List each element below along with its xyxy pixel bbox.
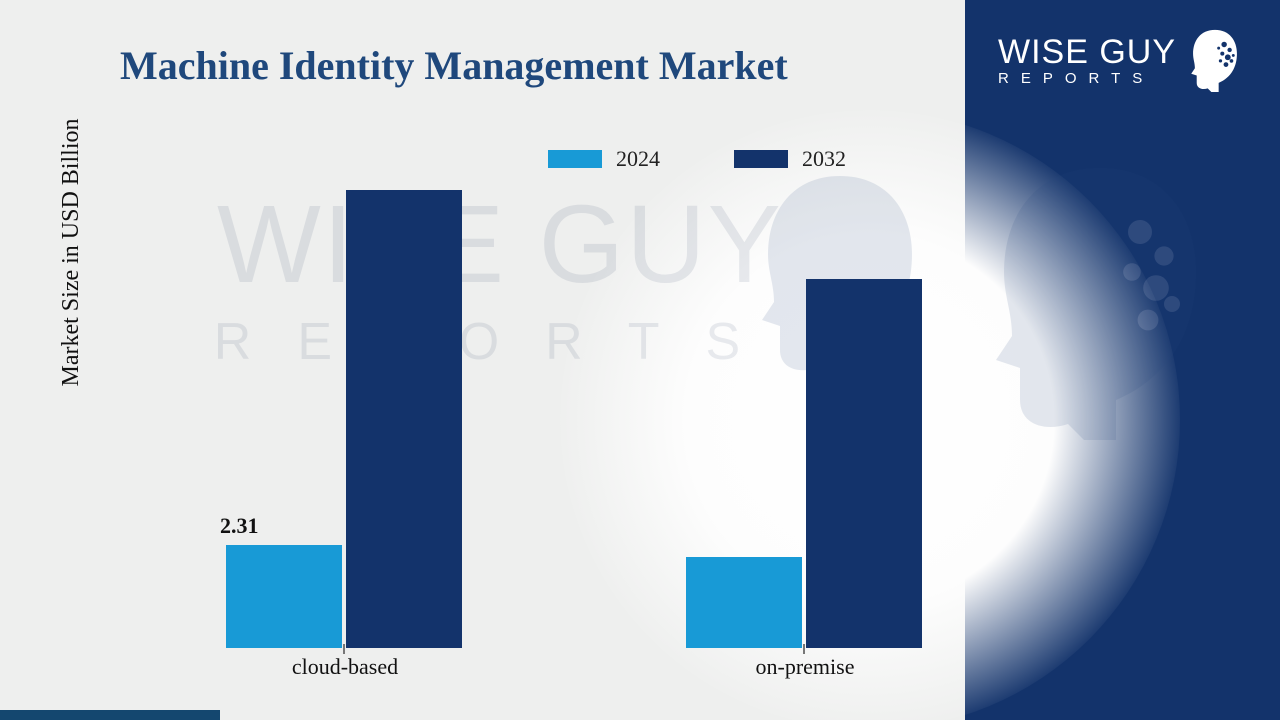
bar-2024 bbox=[686, 557, 802, 648]
legend-label-2032: 2032 bbox=[802, 146, 846, 172]
chart-title: Machine Identity Management Market bbox=[120, 42, 788, 89]
logo-head-icon bbox=[1186, 28, 1244, 92]
logo-sub-text: REPORTS bbox=[998, 71, 1176, 86]
chart-plot-area: 2.31cloud-based on-premise bbox=[96, 190, 946, 648]
x-category-label: cloud-based bbox=[226, 648, 464, 680]
chart-legend: 2024 2032 bbox=[548, 146, 846, 172]
legend-item-2024: 2024 bbox=[548, 146, 660, 172]
bottom-accent-stripe bbox=[0, 710, 220, 720]
brand-logo: WISE GUY REPORTS bbox=[998, 20, 1258, 100]
y-axis-label: Market Size in USD Billion bbox=[58, 119, 85, 387]
logo-main-text: WISE GUY bbox=[998, 35, 1176, 69]
legend-label-2024: 2024 bbox=[616, 146, 660, 172]
bar-2032 bbox=[346, 190, 462, 648]
legend-item-2032: 2032 bbox=[734, 146, 846, 172]
legend-swatch-2024 bbox=[548, 150, 602, 168]
circle-head-watermark-icon bbox=[980, 160, 1220, 440]
bar-2024 bbox=[226, 545, 342, 648]
bar-value-label: 2.31 bbox=[220, 513, 259, 539]
x-category-label: on-premise bbox=[686, 648, 924, 680]
legend-swatch-2032 bbox=[734, 150, 788, 168]
bar-group: 2.31cloud-based bbox=[226, 190, 464, 648]
bar-2032 bbox=[806, 279, 922, 648]
bar-group: on-premise bbox=[686, 190, 924, 648]
